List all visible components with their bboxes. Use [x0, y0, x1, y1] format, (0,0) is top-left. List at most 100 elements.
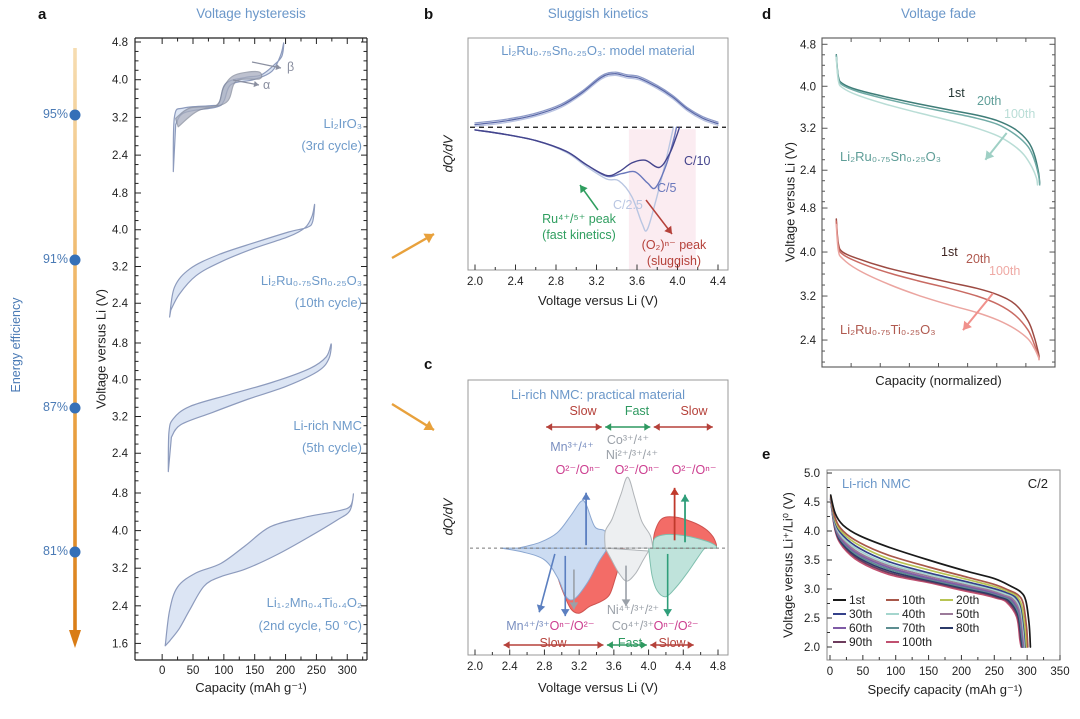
e-x-tick-label: 250 [985, 666, 1004, 678]
legend-entry-60th: 60th [833, 621, 872, 635]
panel-a-ylabel: Voltage versus Li (V) [93, 289, 109, 409]
a-y-tick-label: 4.8 [112, 188, 128, 200]
e-curve-60th [829, 497, 1025, 648]
efficiency-dot-0 [69, 109, 81, 121]
energy-arrow-head [69, 630, 81, 648]
a-x-tick-label: 150 [245, 665, 264, 677]
c-kinetics-bottom-0-head [503, 641, 510, 649]
c-down-arrow-2-head [569, 602, 579, 610]
c-down-arrow-3-head [621, 599, 631, 607]
c-x-tick-label: 3.2 [571, 661, 587, 673]
d-y-tick-label: 3.2 [800, 291, 816, 303]
o2-peak-note-line2: (sluggish) [646, 254, 702, 268]
alpha-phase-label: α [263, 78, 271, 92]
efficiency-91: 91% [42, 252, 68, 266]
d-y-tick-label: 2.4 [800, 165, 817, 177]
e-curve-80th [829, 498, 1024, 648]
a-y-tick-label: 2.4 [112, 448, 129, 460]
a-y-tick-label: 2.4 [112, 298, 129, 310]
e-y-tick-label: 4.0 [804, 526, 820, 538]
e-x-tick-label: 350 [1050, 666, 1069, 678]
legend-label-100th: 100th [902, 635, 932, 649]
legend-entry-20th: 20th [940, 593, 979, 607]
kinetics-slow-bottom-left: Slow [539, 636, 567, 650]
red-note-arrow-shaft [645, 199, 673, 235]
material-d-sn: Li₂Ru₀.₇₅Sn₀.₂₅O₃ [840, 149, 942, 164]
c-kinetics-top-2-head [653, 423, 660, 431]
a-sub1-hysteresis-loop [169, 203, 316, 318]
c-down-arrow-1-head [560, 609, 570, 617]
link-arrow-a-to-b-head [423, 233, 434, 244]
legend-label-1st: 1st [849, 593, 866, 607]
efficiency-dot-3 [69, 546, 81, 558]
panel-a-chart: 0 50 100 150 200 250 300 2.4 3.2 4.0 4.8 2.4 3.2 4.0 4… [112, 37, 368, 677]
alpha-annotation-arrow-head [253, 81, 259, 88]
a-x-tick-label: 100 [214, 665, 233, 677]
b-rate-label-C/2.5: C/2.5 [613, 198, 643, 212]
e-curve-20th [829, 495, 1028, 648]
e-y-tick-label: 3.0 [804, 584, 820, 596]
legend-label-40th: 40th [902, 607, 925, 621]
legend-label-60th: 60th [849, 621, 872, 635]
efficiency-dot-2 [69, 402, 81, 414]
panel-c-xlabel: Voltage versus Li (V) [538, 680, 658, 695]
redox-o-bottom-2: Oⁿ⁻/O²⁻ [653, 619, 699, 633]
legend-label-80th: 80th [956, 621, 979, 635]
legend-label-90th: 90th [849, 635, 872, 649]
panel-a-label: a [38, 6, 47, 23]
a-y-tick-label: 2.4 [112, 150, 129, 162]
c-x-tick-label: 3.6 [606, 661, 622, 673]
c-kinetics-top-0-head [595, 423, 602, 431]
c-kinetics-top-2-head [706, 423, 713, 431]
a-y-tick-label: 4.8 [112, 488, 128, 500]
panel-a-xlabel: Capacity (mAh g⁻¹) [195, 680, 307, 695]
redox-mn-bottom: Mn⁴⁺/³⁺ [506, 619, 550, 633]
beta-annotation-arrow-head [275, 63, 281, 71]
kinetics-slow-bottom-right: Slow [658, 636, 686, 650]
efficiency-dot-1 [69, 254, 81, 266]
a-y-tick-label: 4.0 [112, 225, 128, 237]
c-x-tick-label: 4.0 [641, 661, 657, 673]
d-sub1-curve-20th [835, 220, 1040, 361]
c-down-arrow-0-shaft [538, 553, 556, 613]
c-kinetics-top-0-head [546, 423, 553, 431]
d-y-tick-label: 4.0 [800, 247, 816, 259]
b-rate-label-C/10: C/10 [684, 154, 710, 168]
panel-d-ylabel: Voltage versus Li (V) [782, 142, 798, 262]
green-note-arrow-head [580, 185, 588, 194]
panel-a-title: Voltage hysteresis [196, 6, 306, 21]
red-note-arrow-head [664, 225, 672, 234]
a-sub2-hysteresis-loop [167, 343, 332, 473]
e-curve-100th [829, 498, 1023, 648]
panel-b-chart: C/2.5 C/5 C/10 2.0 2.4 2.8 3.2 3.6 4.0 4.4 [467, 37, 729, 288]
panel-e-chart: 2.0 2.5 3.0 3.5 4.0 4.5 5.0 0 50 100 150 200 250 300 3… [804, 468, 1070, 678]
cycle-li2iro3: (3rd cycle) [301, 138, 362, 153]
e-x-tick-label: 0 [827, 666, 833, 678]
material-d-ti: Li₂Ru₀.₇₅Ti₀.₂₅O₃ [840, 322, 936, 337]
legend-entry-70th: 70th [886, 621, 925, 635]
d-y-tick-label: 4.8 [800, 203, 816, 215]
a-y-tick-label: 4.8 [112, 37, 128, 49]
d-sub1-fade-arrow-head [962, 320, 972, 331]
c-kinetics-bottom-1-head [640, 641, 647, 649]
b-charge-C/2.5 [474, 74, 719, 127]
redox-ni-top: Ni²⁺/³⁺/⁴⁺ [605, 448, 659, 462]
d-sub1-label-1st: 1st [941, 245, 958, 259]
legend-label-10th: 10th [902, 593, 925, 607]
legend-label-20th: 20th [956, 593, 979, 607]
d-frame [821, 37, 1056, 368]
legend-entry-80th: 80th [940, 621, 979, 635]
d-y-tick-label: 3.2 [800, 123, 816, 135]
panel-e-xlabel: Specify capacity (mAh g⁻¹) [867, 682, 1023, 697]
e-x-tick-label: 150 [919, 666, 938, 678]
b-x-tick-label: 3.2 [589, 276, 605, 288]
c-x-tick-label: 4.8 [710, 661, 726, 673]
b-x-tick-label: 2.0 [467, 276, 483, 288]
a-y-tick-label: 3.2 [112, 411, 128, 423]
ru-peak-note-line1: Ru⁴⁺/⁵⁺ peak [542, 212, 616, 226]
e-x-tick-label: 50 [856, 666, 869, 678]
a-sub3-hysteresis-loop [164, 493, 355, 647]
legend-entry-50th: 50th [940, 607, 979, 621]
c-up-arrow-2-head [680, 494, 690, 502]
d-y-tick-label: 2.4 [800, 335, 817, 347]
